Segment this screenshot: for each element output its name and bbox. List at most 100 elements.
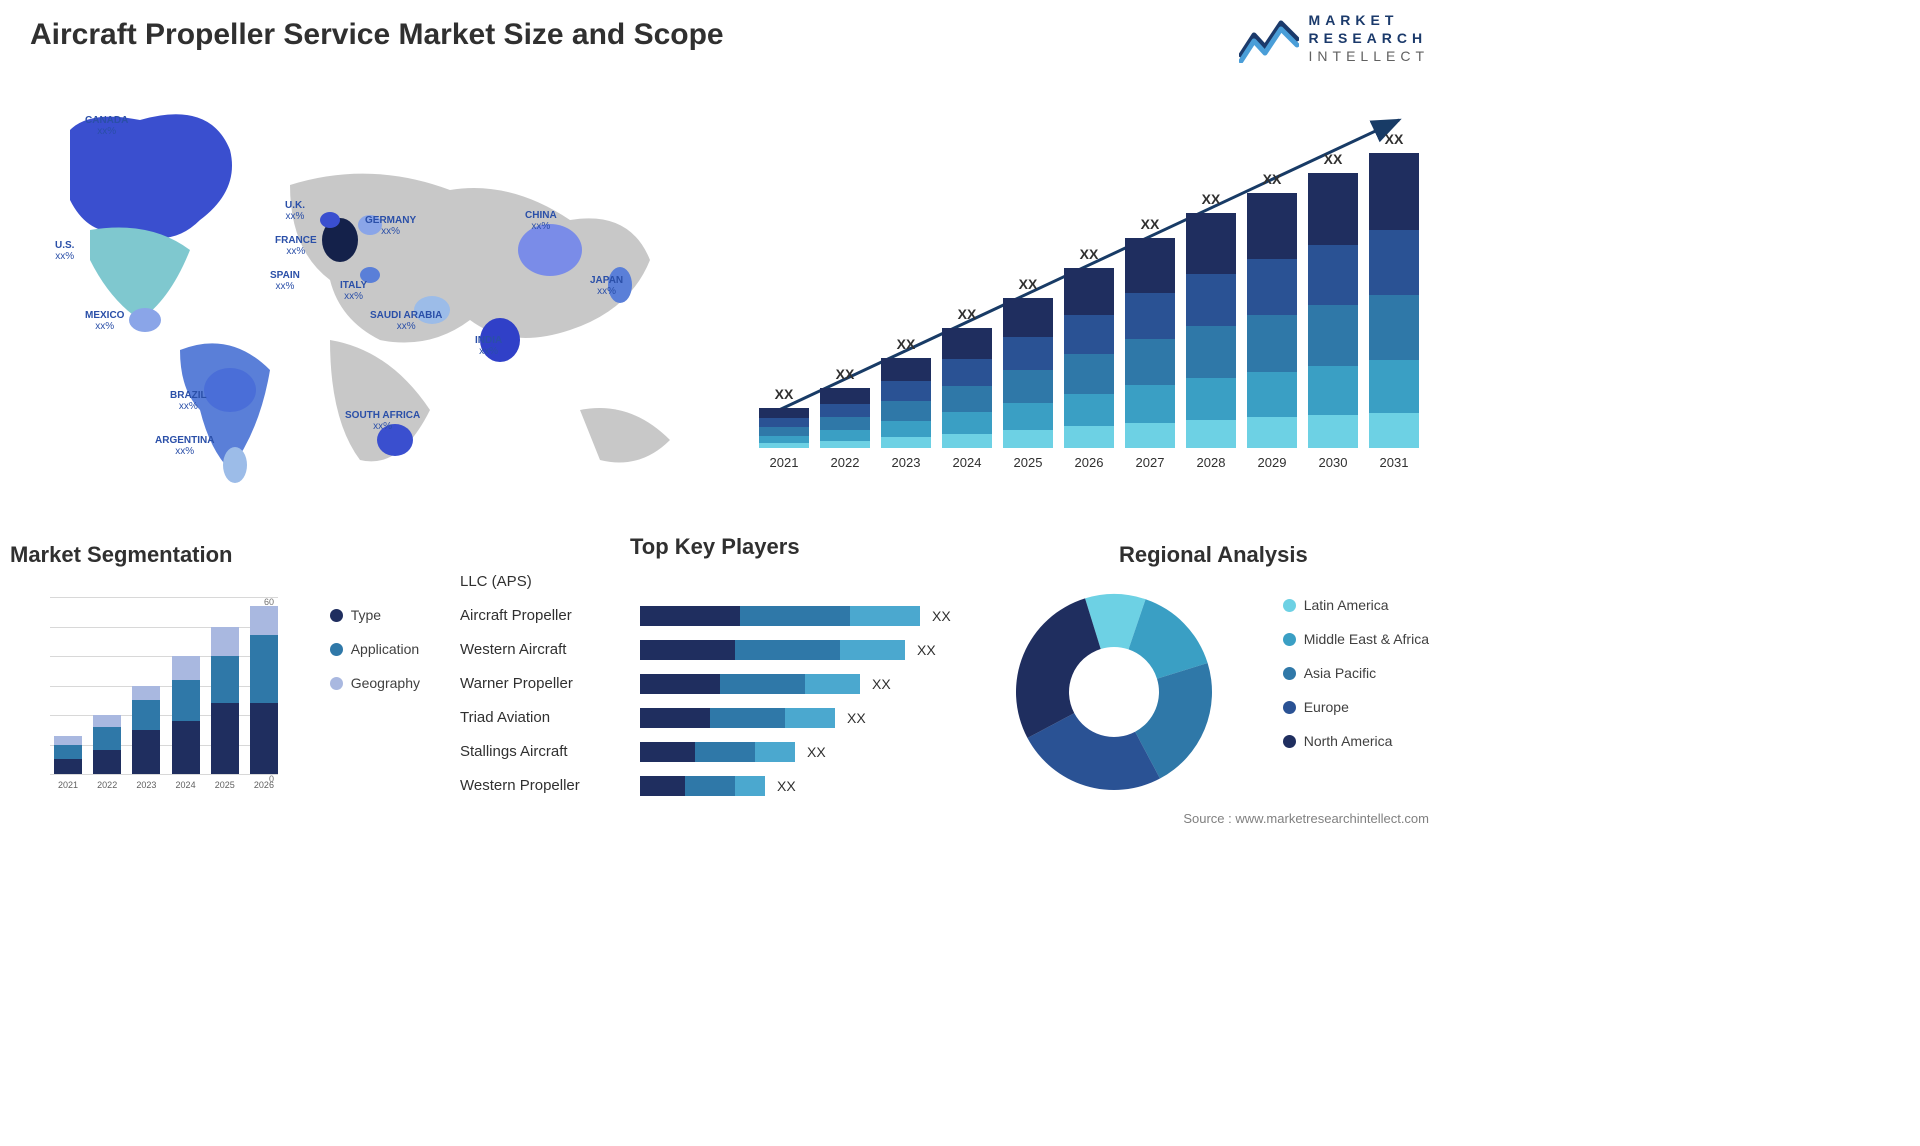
- regional-heading: Regional Analysis: [1119, 542, 1308, 568]
- logo-mark-icon: [1239, 13, 1299, 63]
- player-name: Western Propeller: [460, 777, 640, 794]
- map-label: SAUDI ARABIAxx%: [370, 310, 442, 332]
- source-text: Source : www.marketresearchintellect.com: [1183, 811, 1429, 826]
- bar-category-label: 2029: [1247, 455, 1297, 470]
- player-value: XX: [917, 642, 936, 658]
- seg-bar: 2021: [54, 736, 82, 774]
- x-axis-label: 2025: [211, 780, 239, 790]
- player-row: Stallings Aircraft XX: [460, 739, 990, 764]
- bar-value-label: XX: [958, 306, 977, 322]
- players-section: Top Key Players LLC (APS)Aircraft Propel…: [460, 534, 990, 794]
- legend-item: North America: [1283, 733, 1429, 749]
- player-row: Warner Propeller XX: [460, 671, 990, 696]
- bar-column: XX2031: [1369, 131, 1419, 448]
- bar-value-label: XX: [836, 366, 855, 382]
- x-axis-label: 2023: [132, 780, 160, 790]
- main-bar-chart: XX2021XX2022XX2023XX2024XX2025XX2026XX20…: [759, 110, 1419, 470]
- bar-category-label: 2030: [1308, 455, 1358, 470]
- legend-item: Asia Pacific: [1283, 665, 1429, 681]
- seg-bar: 2025: [211, 627, 239, 774]
- player-name: Stallings Aircraft: [460, 743, 640, 760]
- map-label: U.S.xx%: [55, 240, 74, 262]
- map-label: ARGENTINAxx%: [155, 435, 214, 457]
- bar-value-label: XX: [775, 386, 794, 402]
- segmentation-chart: 0102030405060 202120222023202420252026: [28, 597, 278, 792]
- player-name: Triad Aviation: [460, 709, 640, 726]
- map-label: ITALYxx%: [340, 280, 367, 302]
- segmentation-section: Market Segmentation 0102030405060 202120…: [10, 542, 440, 792]
- legend-item: Geography: [330, 675, 420, 691]
- legend-item: Latin America: [1283, 597, 1429, 613]
- bar-value-label: XX: [1324, 151, 1343, 167]
- bar-category-label: 2024: [942, 455, 992, 470]
- map-label: CHINAxx%: [525, 210, 557, 232]
- x-axis-label: 2021: [54, 780, 82, 790]
- player-name: Warner Propeller: [460, 675, 640, 692]
- bar-value-label: XX: [1019, 276, 1038, 292]
- seg-bar: 2026: [250, 606, 278, 774]
- seg-bar: 2022: [93, 715, 121, 774]
- bar-category-label: 2021: [759, 455, 809, 470]
- bar-column: XX2024: [942, 306, 992, 448]
- segmentation-heading: Market Segmentation: [10, 542, 440, 568]
- legend-item: Europe: [1283, 699, 1429, 715]
- bar-column: XX2030: [1308, 151, 1358, 448]
- regional-legend: Latin AmericaMiddle East & AfricaAsia Pa…: [1283, 597, 1429, 749]
- seg-bar: 2024: [172, 656, 200, 774]
- bar-column: XX2029: [1247, 171, 1297, 448]
- bar-category-label: 2028: [1186, 455, 1236, 470]
- map-label: CANADAxx%: [85, 115, 128, 137]
- page-title: Aircraft Propeller Service Market Size a…: [30, 18, 724, 52]
- map-label: SOUTH AFRICAxx%: [345, 410, 420, 432]
- player-name: Aircraft Propeller: [460, 607, 640, 624]
- map-label: SPAINxx%: [270, 270, 300, 292]
- bar-column: XX2023: [881, 336, 931, 448]
- x-axis-label: 2024: [172, 780, 200, 790]
- bar-category-label: 2023: [881, 455, 931, 470]
- x-axis-label: 2022: [93, 780, 121, 790]
- bar-category-label: 2026: [1064, 455, 1114, 470]
- bar-value-label: XX: [897, 336, 916, 352]
- player-value: XX: [847, 710, 866, 726]
- player-row: Western Aircraft XX: [460, 637, 990, 662]
- bar-category-label: 2027: [1125, 455, 1175, 470]
- bar-column: XX2028: [1186, 191, 1236, 448]
- bar-value-label: XX: [1202, 191, 1221, 207]
- map-label: MEXICOxx%: [85, 310, 124, 332]
- player-value: XX: [777, 778, 796, 794]
- player-row: Triad Aviation XX: [460, 705, 990, 730]
- player-value: XX: [872, 676, 891, 692]
- player-name: Western Aircraft: [460, 641, 640, 658]
- bar-category-label: 2022: [820, 455, 870, 470]
- bar-value-label: XX: [1263, 171, 1282, 187]
- logo-line1: MARKET: [1309, 12, 1429, 28]
- bar-value-label: XX: [1141, 216, 1160, 232]
- legend-item: Application: [330, 641, 420, 657]
- player-row: Western Propeller XX: [460, 773, 990, 798]
- player-value: XX: [932, 608, 951, 624]
- bar-column: XX2025: [1003, 276, 1053, 448]
- player-row: Aircraft Propeller XX: [460, 603, 990, 628]
- players-heading: Top Key Players: [630, 534, 800, 560]
- map-label: JAPANxx%: [590, 275, 623, 297]
- bar-column: XX2022: [820, 366, 870, 448]
- logo-line3: INTELLECT: [1309, 48, 1429, 64]
- donut-slice: [1016, 598, 1101, 738]
- player-value: XX: [807, 744, 826, 760]
- map-label: U.K.xx%: [285, 200, 305, 222]
- x-axis-label: 2026: [250, 780, 278, 790]
- segmentation-legend: Type Application Geography: [330, 607, 420, 691]
- bar-value-label: XX: [1080, 246, 1099, 262]
- regional-donut-chart: [1009, 587, 1219, 797]
- bar-category-label: 2031: [1369, 455, 1419, 470]
- bar-value-label: XX: [1385, 131, 1404, 147]
- bar-column: XX2021: [759, 386, 809, 448]
- map-label: BRAZILxx%: [170, 390, 207, 412]
- bar-column: XX2026: [1064, 246, 1114, 448]
- map-label: GERMANYxx%: [365, 215, 416, 237]
- bar-category-label: 2025: [1003, 455, 1053, 470]
- regional-section: Regional Analysis Latin AmericaMiddle Ea…: [1009, 542, 1429, 812]
- map-label: INDIAxx%: [475, 335, 502, 357]
- logo-line2: RESEARCH: [1309, 30, 1429, 46]
- legend-item: Type: [330, 607, 420, 623]
